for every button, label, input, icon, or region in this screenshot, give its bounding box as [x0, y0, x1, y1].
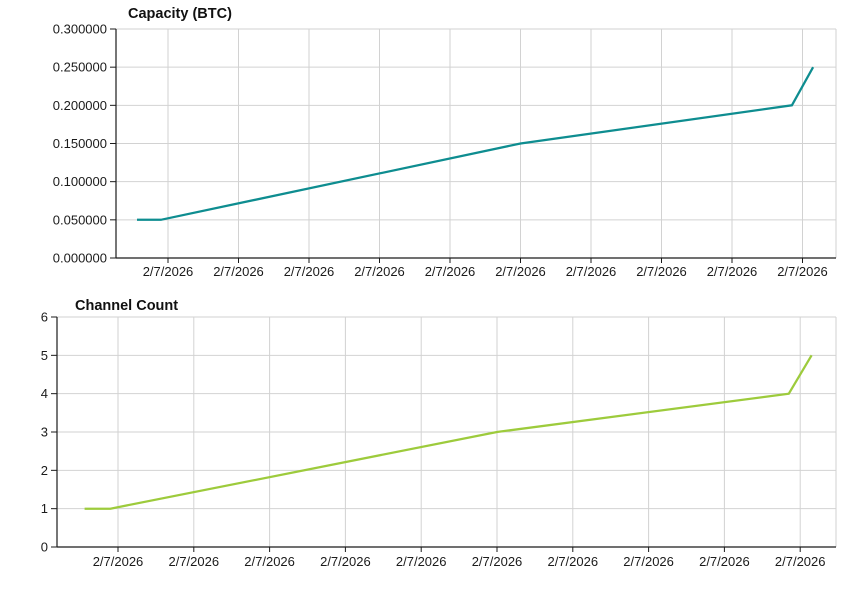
x-tick-label: 2/7/2026	[495, 264, 546, 279]
x-tick-label: 2/7/2026	[777, 264, 828, 279]
capacity-chart-title: Capacity (BTC)	[128, 6, 232, 22]
y-tick-label: 0.050000	[53, 212, 107, 227]
x-tick-label: 2/7/2026	[699, 554, 750, 569]
x-tick-label: 2/7/2026	[472, 554, 523, 569]
capacity-chart-plot: 0.300000 0.250000 0.200000 0.150000 0.100000…	[53, 22, 837, 279]
channel-count-chart: Channel Count 6 5 4 3 2 1 0 2/7/2026 2/7/2026 2/7…	[41, 298, 837, 569]
y-tick-label: 3	[41, 425, 48, 440]
y-tick-label: 0.200000	[53, 98, 107, 113]
x-tick-label: 2/7/2026	[623, 554, 674, 569]
x-tick-label: 2/7/2026	[547, 554, 598, 569]
x-tick-label: 2/7/2026	[566, 264, 617, 279]
channel-count-line	[84, 354, 813, 510]
y-tick-label: 6	[41, 310, 48, 325]
x-tick-label: 2/7/2026	[213, 264, 264, 279]
x-tick-label: 2/7/2026	[425, 264, 476, 279]
y-tick-label: 1	[41, 501, 48, 516]
capacity-chart: Capacity (BTC) 0.3000000.2500000.2000000…	[53, 6, 837, 279]
x-tick-label: 2/7/2026	[93, 554, 144, 569]
y-tick-label: 0	[41, 540, 48, 555]
x-tick-label: 2/7/2026	[396, 554, 447, 569]
x-tick-label: 2/7/2026	[775, 554, 826, 569]
channel-count-chart-plot: 6 5 4 3 2 1 0 2/7/2026 2/7/2026 2/7/2026 2/7/2026 2…	[41, 310, 837, 569]
x-tick-label: 2/7/2026	[143, 264, 194, 279]
y-tick-label: 5	[41, 348, 48, 363]
x-tick-label: 2/7/2026	[707, 264, 758, 279]
y-tick-label: 0.000000	[53, 251, 107, 266]
y-tick-label: 0.250000	[53, 60, 107, 75]
x-tick-label: 2/7/2026	[284, 264, 335, 279]
capacity-line	[137, 66, 815, 221]
x-tick-label: 2/7/2026	[168, 554, 219, 569]
x-tick-label: 2/7/2026	[636, 264, 687, 279]
x-tick-label: 2/7/2026	[320, 554, 371, 569]
channel-count-chart-title: Channel Count	[75, 298, 178, 314]
y-tick-label: 0.100000	[53, 174, 107, 189]
x-tick-label: 2/7/2026	[354, 264, 405, 279]
y-tick-label: 0.150000	[53, 136, 107, 151]
y-tick-label: 4	[41, 386, 48, 401]
x-tick-label: 2/7/2026	[244, 554, 295, 569]
y-tick-label: 2	[41, 463, 48, 478]
y-tick-label: 0.300000	[53, 22, 107, 37]
